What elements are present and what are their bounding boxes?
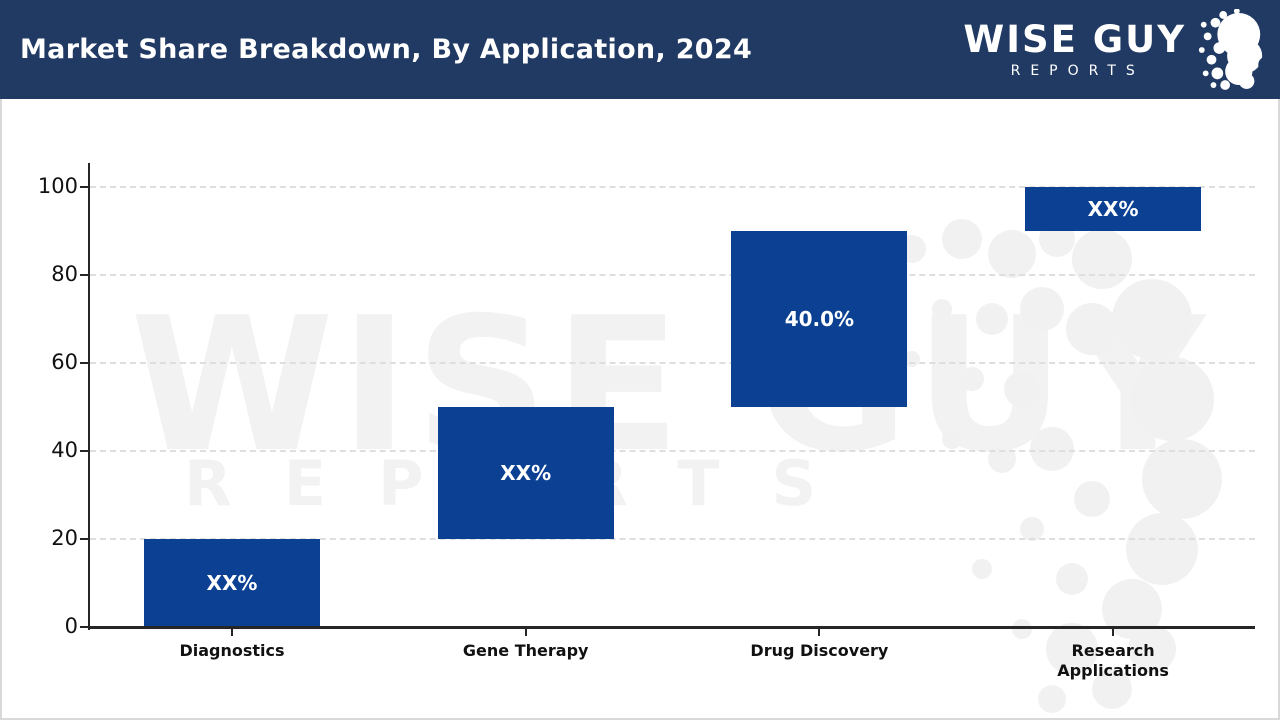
- y-tick-label-40: 40: [51, 438, 78, 462]
- category-line: Research: [1071, 641, 1155, 660]
- category-label-3: Research Applications: [993, 641, 1233, 681]
- dotted-head-profile-icon: [1198, 8, 1268, 90]
- gridline-80: [90, 274, 1255, 276]
- y-tick-100: [80, 186, 89, 188]
- logo-subtext: REPORTS: [1010, 63, 1145, 79]
- x-tick-2: [818, 628, 821, 636]
- bar-value-label: XX%: [500, 461, 552, 485]
- bar-drug-discovery: 40.0%: [731, 231, 908, 407]
- category-line: Applications: [1057, 661, 1169, 680]
- category-line: Diagnostics: [179, 641, 285, 660]
- category-label-2: Drug Discovery: [699, 641, 939, 661]
- bar-value-label: XX%: [206, 571, 258, 595]
- y-tick-0: [80, 626, 89, 628]
- brand-logo: WISE GUY REPORTS: [963, 8, 1268, 91]
- bar-diagnostics: XX%: [144, 539, 320, 627]
- y-tick-label-0: 0: [64, 614, 78, 638]
- gridline-20: [90, 538, 1255, 540]
- logo-text: WISE GUY REPORTS: [963, 18, 1186, 80]
- y-tick-label-20: 20: [51, 526, 78, 550]
- y-tick-40: [80, 450, 89, 452]
- gridline-100: [90, 186, 1255, 188]
- y-tick-20: [80, 538, 89, 540]
- header: Market Share Breakdown, By Application, …: [0, 0, 1280, 99]
- x-tick-3: [1112, 628, 1115, 636]
- bar-research-applications: XX%: [1025, 187, 1202, 231]
- x-tick-1: [524, 628, 527, 636]
- y-tick-label-100: 100: [37, 174, 78, 198]
- category-line: Drug Discovery: [750, 641, 889, 660]
- y-tick-label-60: 60: [51, 350, 78, 374]
- plot: 0 20 40 60 80 100 XX% Diagnostics XX% Gene Therap…: [2, 99, 1278, 718]
- x-tick-0: [231, 628, 233, 636]
- gridline-60: [90, 362, 1255, 364]
- bar-gene-therapy: XX%: [437, 407, 614, 539]
- category-line: Gene Therapy: [462, 641, 589, 660]
- x-axis-spine: [88, 626, 1255, 629]
- bar-value-label: XX%: [1087, 197, 1139, 221]
- y-tick-60: [80, 362, 89, 364]
- logo-wordmark: WISE GUY: [963, 18, 1186, 61]
- y-tick-label-80: 80: [51, 262, 78, 286]
- chart-title: Market Share Breakdown, By Application, …: [20, 34, 753, 65]
- y-axis-spine: [88, 163, 90, 630]
- gridline-40: [90, 450, 1255, 452]
- category-label-0: Diagnostics: [112, 641, 352, 661]
- watermark-head-dots: [898, 219, 1222, 713]
- y-tick-80: [80, 274, 89, 276]
- category-label-1: Gene Therapy: [406, 641, 646, 661]
- bar-value-label: 40.0%: [784, 307, 855, 331]
